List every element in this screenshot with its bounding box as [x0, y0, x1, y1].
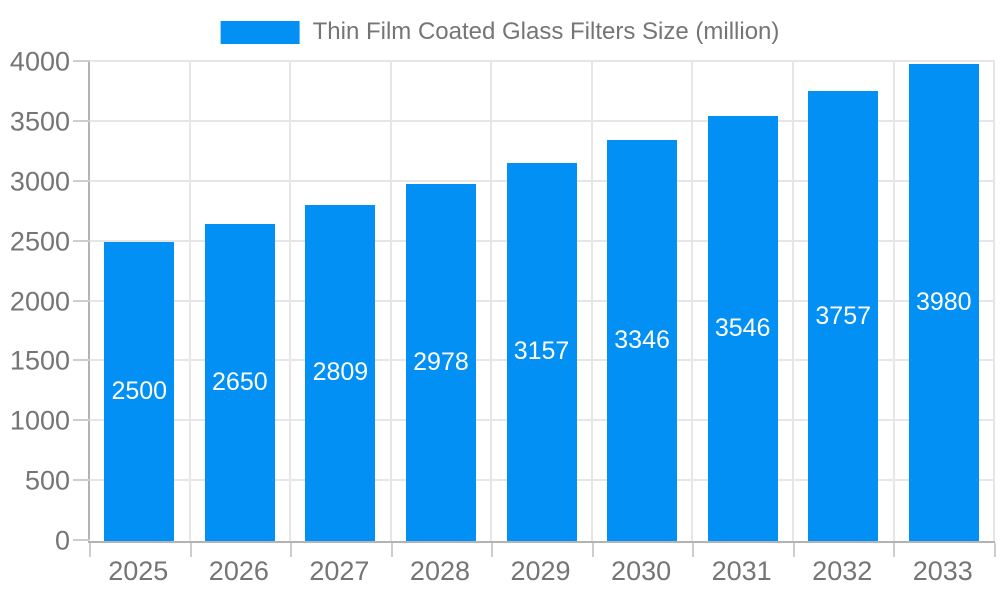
x-axis-tick	[893, 543, 896, 557]
bar-value-label: 3346	[614, 326, 670, 355]
x-axis-tick-label: 2031	[711, 556, 772, 586]
y-axis-tick	[73, 60, 90, 62]
y-axis-tick	[73, 119, 90, 122]
y-axis-tick	[73, 479, 90, 482]
x-axis-tick-label: 2030	[611, 556, 672, 586]
gridline-horizontal	[90, 60, 995, 62]
x-axis-tick-label: 2025	[108, 556, 169, 586]
bar: 2809	[305, 204, 376, 541]
x-axis-tick	[89, 543, 91, 557]
bar-value-label: 2500	[111, 376, 168, 405]
x-axis-tick	[692, 543, 695, 557]
y-axis-tick	[73, 539, 90, 541]
x-axis-tick-label: 2033	[912, 556, 973, 586]
x-axis-tick	[390, 543, 393, 557]
x-axis-tick	[994, 543, 996, 557]
bar-slot: 3157	[492, 62, 593, 541]
x-axis-tick	[792, 543, 795, 557]
y-axis-tick	[73, 359, 90, 362]
x-axis-labels: 2025 2026 2027 2028 2029 2030 2031 2032 2033	[88, 558, 993, 585]
bar-value-label: 3157	[513, 337, 570, 366]
bar: 3980	[908, 64, 979, 541]
x-axis-tick	[290, 543, 293, 557]
bar: 2978	[405, 184, 476, 541]
chart-legend[interactable]: Thin Film Coated Glass Filters Size (mil…	[220, 18, 780, 45]
bar-value-label: 3757	[815, 301, 872, 330]
bar-value-label: 2978	[413, 348, 469, 377]
y-axis-tick-label: 1000	[9, 405, 70, 436]
bar: 3757	[808, 91, 879, 541]
bar: 3546	[707, 116, 778, 541]
bar: 2650	[204, 223, 275, 541]
bar-value-label: 3980	[915, 288, 972, 317]
x-axis-tick-label: 2029	[510, 556, 571, 586]
bar-slot: 2650	[191, 62, 292, 541]
x-axis-tick-label: 2028	[409, 556, 470, 586]
y-axis-tick	[73, 179, 90, 182]
y-axis-tick-label: 4000	[9, 46, 70, 77]
x-axis-tick	[491, 543, 494, 557]
bar-value-label: 2650	[212, 367, 268, 396]
x-axis-tick	[189, 543, 192, 557]
x-axis-tick-label: 2027	[309, 556, 370, 586]
bar-slot: 2500	[90, 62, 191, 541]
bar-slot: 3980	[895, 62, 996, 541]
gridline-horizontal	[90, 119, 995, 122]
plot-area: 2500 2650 2809 2978 3157 3346 3546 3757 3980 0 50…	[10, 48, 996, 557]
y-axis-tick	[73, 299, 90, 302]
x-axis-tick-label: 2032	[812, 556, 873, 586]
y-axis-tick	[73, 419, 90, 422]
y-axis-tick-label: 0	[54, 525, 70, 556]
bar-slot: 3757	[794, 62, 895, 541]
y-axis-tick-label: 2500	[9, 226, 70, 257]
legend-label: Thin Film Coated Glass Filters Size (mil…	[312, 18, 780, 45]
bar-value-label: 3546	[714, 314, 771, 343]
bar-slot: 2978	[392, 62, 493, 541]
y-axis-tick-label: 2000	[9, 286, 70, 316]
bars-layer: 2500 2650 2809 2978 3157 3346 3546 3757 3980	[90, 62, 996, 541]
bar-slot: 3346	[593, 62, 694, 541]
bar: 3346	[607, 140, 678, 541]
bar: 3157	[506, 162, 577, 541]
bar-value-label: 2809	[312, 358, 369, 387]
y-axis-tick-label: 1500	[9, 345, 70, 376]
x-axis-tick	[591, 543, 594, 557]
y-axis-tick-label: 3500	[9, 106, 70, 137]
x-axis-tick-label: 2026	[208, 556, 269, 586]
legend-swatch	[220, 20, 300, 44]
y-axis-tick-label: 3000	[9, 166, 70, 197]
bar-slot: 2809	[291, 62, 392, 541]
y-axis-tick	[73, 239, 90, 242]
bar: 2500	[104, 241, 175, 541]
bar-slot: 3546	[693, 62, 794, 541]
y-axis-tick-label: 500	[24, 465, 70, 496]
